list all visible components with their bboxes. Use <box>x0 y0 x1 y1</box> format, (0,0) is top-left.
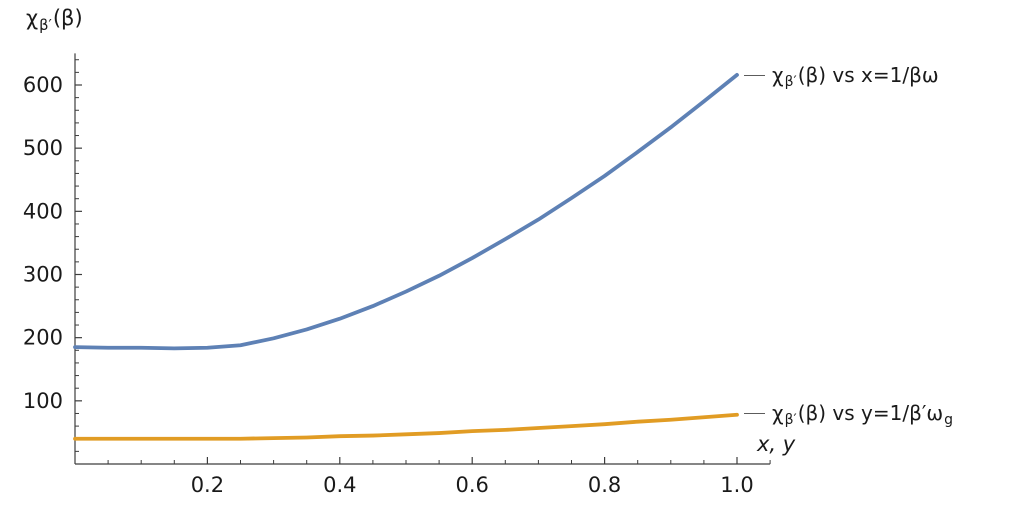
y-tick-label: 200 <box>23 326 63 350</box>
x-tick-label: 0.8 <box>588 473 621 497</box>
x-tick-label: 0.6 <box>455 473 488 497</box>
x-tick-label: 0.4 <box>323 473 356 497</box>
y-tick-label: 400 <box>23 199 63 223</box>
y-axis-label: χβ′(β) <box>26 6 83 34</box>
curve-annotation-orange: χβ′(β) vs y=1/β′ωg <box>744 398 954 428</box>
y-tick-label: 500 <box>23 136 63 160</box>
x-tick-label: 0.2 <box>191 473 224 497</box>
y-axis-label-chi: χ <box>26 6 39 30</box>
x-axis-label: x, y <box>757 432 796 456</box>
leader-line-icon <box>744 412 765 414</box>
y-tick-label: 300 <box>23 263 63 287</box>
y-axis-label-tail: (β) <box>52 6 83 30</box>
curve-annotation-blue: χβ′(β) vs x=1/βω <box>744 60 941 90</box>
series-curve-chi-beta-vs-x <box>73 72 739 351</box>
curve-annotation-orange-text: χβ′(β) vs y=1/β′ωg <box>772 401 954 429</box>
curve-annotation-blue-text: χβ′(β) vs x=1/βω <box>772 63 939 91</box>
x-tick-label: 1.0 <box>720 473 753 497</box>
series-curve-chi-beta-vs-y <box>73 412 739 441</box>
y-axis-label-subscript: β′ <box>39 16 52 34</box>
y-tick-label: 600 <box>23 73 63 97</box>
leader-line-icon <box>744 74 765 76</box>
y-tick-label: 100 <box>23 389 63 413</box>
